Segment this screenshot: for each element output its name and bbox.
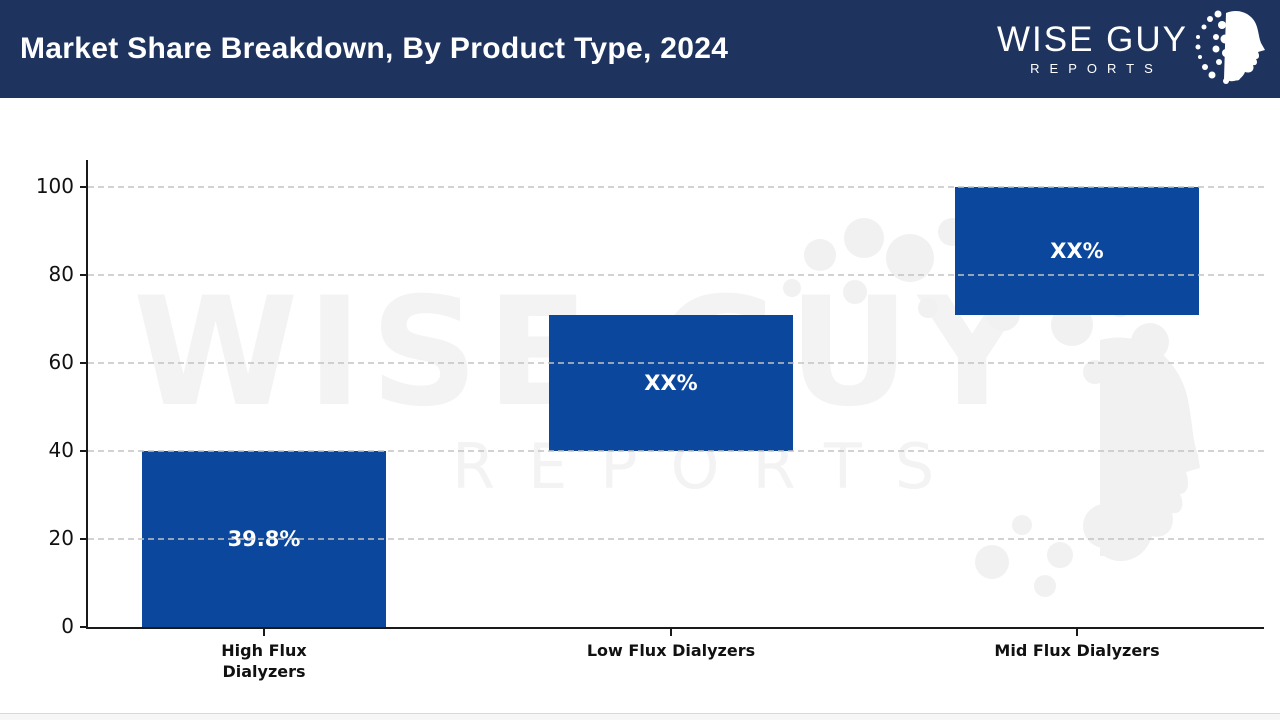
y-axis-line: [86, 160, 88, 629]
bottom-border-line: [0, 713, 1280, 720]
y-tickmark-0: [80, 626, 88, 628]
bar-value-label: XX%: [1050, 238, 1104, 263]
y-tick-label-100: 100: [35, 174, 74, 198]
y-tickmark-40: [80, 450, 88, 452]
bar-value-label: XX%: [644, 370, 698, 395]
x-tickmark-1: [670, 629, 672, 636]
y-gridline-60: [88, 362, 1264, 364]
y-gridline-80: [88, 274, 1264, 276]
y-tickmark-60: [80, 362, 88, 364]
y-tick-label-40: 40: [48, 438, 74, 462]
wise-guy-reports-logo: WISE GUY REPORTS: [997, 7, 1266, 91]
logo-head-icon: [1195, 10, 1265, 84]
x-axis-line: [86, 627, 1264, 629]
y-tickmark-80: [80, 274, 88, 276]
logo-reports-label: REPORTS: [1030, 61, 1163, 76]
x-tick-label-0: High Flux Dialyzers: [221, 641, 307, 681]
x-tick-label-1: Low Flux Dialyzers: [586, 641, 756, 660]
y-gridline-40: [88, 450, 1264, 452]
header-bar: Market Share Breakdown, By Product Type,…: [0, 0, 1280, 98]
y-tick-label-80: 80: [48, 262, 74, 286]
y-tick-label-20: 20: [48, 526, 74, 550]
x-tickmark-0: [263, 629, 265, 636]
logo-text: WISE GUY REPORTS: [996, 20, 1188, 77]
logo-wiseguy-label: WISE GUY: [996, 20, 1188, 59]
y-tick-label-60: 60: [48, 350, 74, 374]
y-tick-label-0: 0: [61, 614, 74, 638]
bar-low-flux-dialyzers: XX%: [549, 314, 793, 451]
page-title: Market Share Breakdown, By Product Type,…: [20, 32, 729, 65]
x-tickmark-2: [1076, 629, 1078, 636]
y-tickmark-100: [80, 186, 88, 188]
y-gridline-20: [88, 538, 1264, 540]
x-tick-label-2: Mid Flux Dialyzers: [994, 641, 1160, 660]
y-tickmark-20: [80, 538, 88, 540]
bar-mid-flux-dialyzers: XX%: [955, 187, 1199, 315]
y-gridline-100: [88, 186, 1264, 188]
